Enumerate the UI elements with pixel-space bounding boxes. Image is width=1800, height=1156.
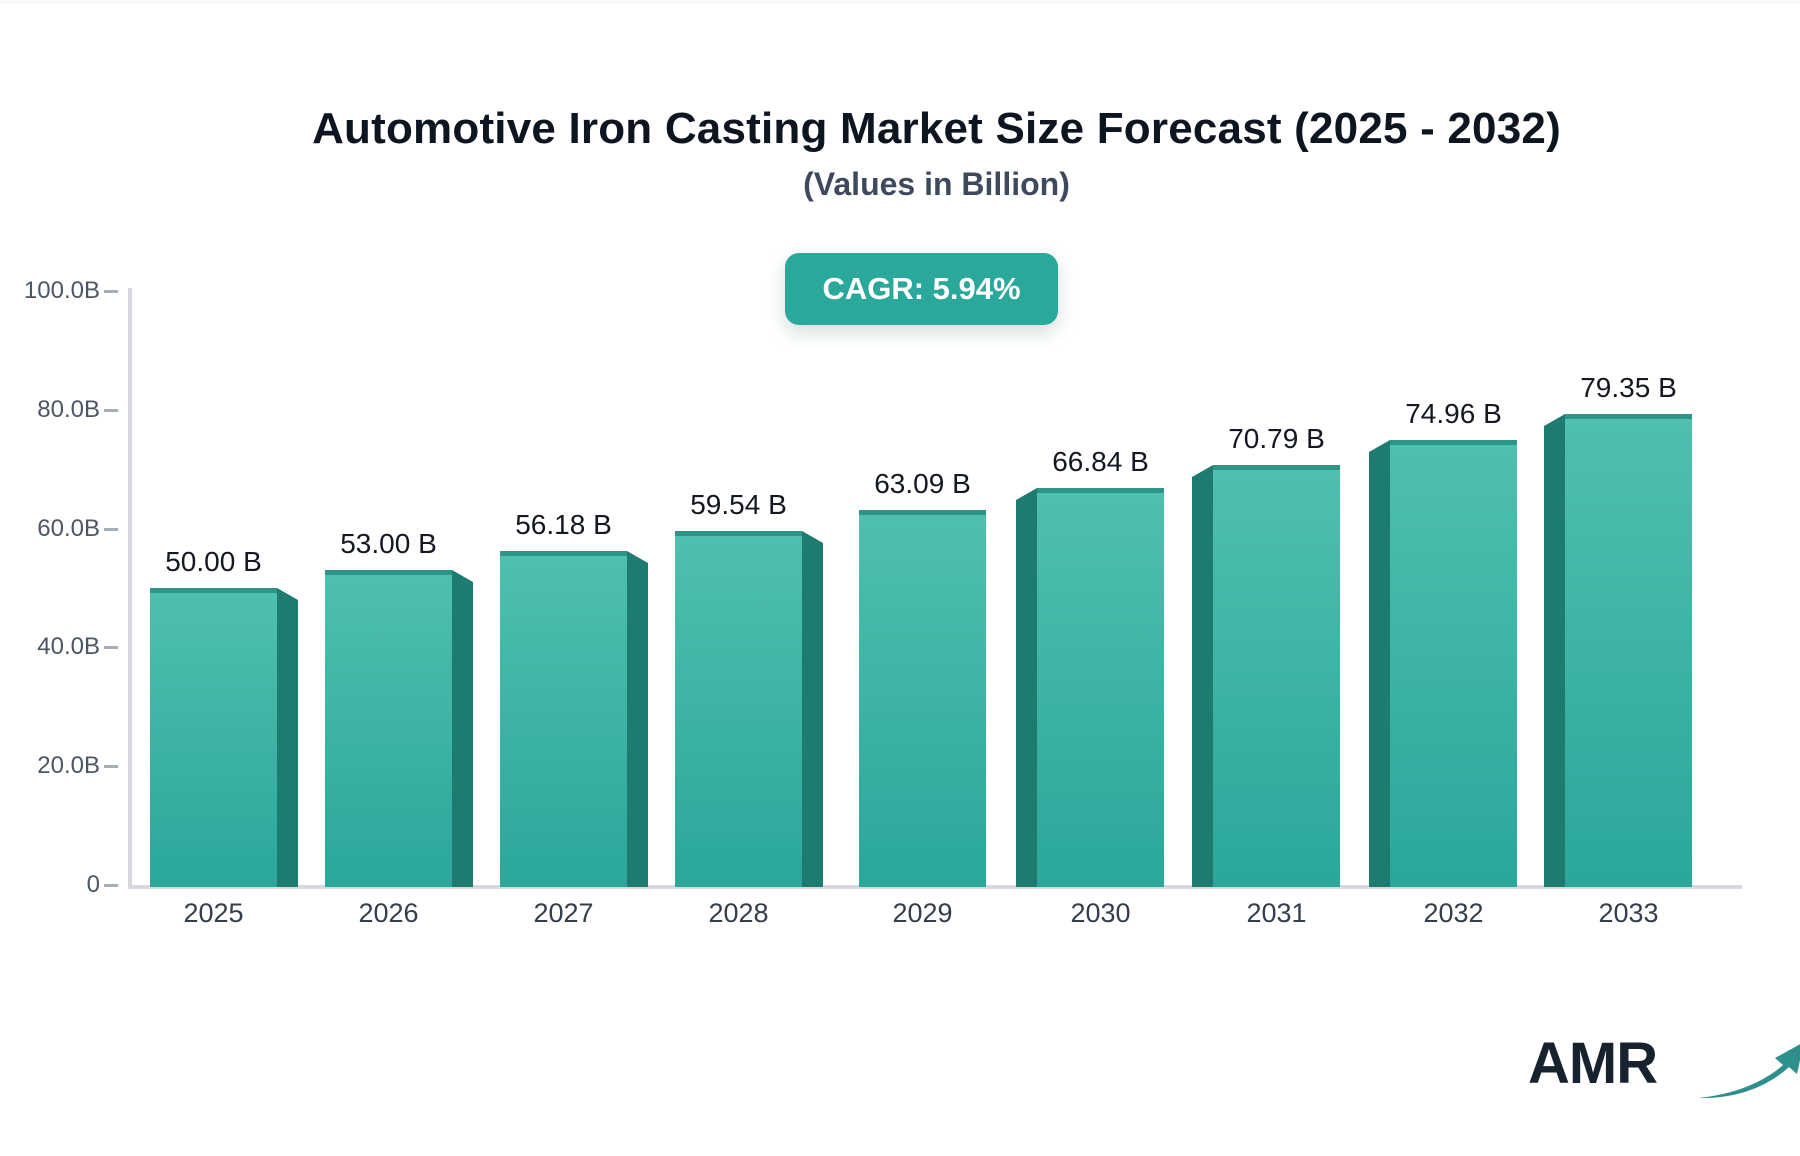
y-tick-label: 20.0B <box>37 752 100 780</box>
x-category-label: 2032 <box>1423 898 1484 928</box>
bar-value-label: 70.79 B <box>1228 423 1325 454</box>
y-tick-label: 100.0B <box>23 277 100 304</box>
y-tick-mark <box>104 884 118 887</box>
x-category-label: 2028 <box>708 898 769 928</box>
x-category-label: 2029 <box>892 898 953 928</box>
bar-value-label: 59.54 B <box>690 489 787 520</box>
bar-value-label: 53.00 B <box>340 528 437 559</box>
y-tick-label: 0 <box>86 871 100 898</box>
bar-2026 <box>325 570 452 887</box>
y-tick-mark <box>104 527 118 531</box>
chart-title: Automotive Iron Casting Market Size Fore… <box>312 104 1561 153</box>
bar-value-label: 66.84 B <box>1052 446 1149 477</box>
page-top-border <box>0 0 1800 4</box>
bar-3d-side <box>452 570 473 887</box>
amr-logo: AMR <box>1528 1030 1800 1110</box>
bar-2027 <box>500 551 627 887</box>
y-tick-label: 60.0B <box>37 514 100 542</box>
bar-2029 <box>859 510 986 887</box>
y-tick-mark <box>104 646 118 650</box>
x-category-label: 2030 <box>1070 898 1131 928</box>
bar-value-label: 79.35 B <box>1580 372 1677 403</box>
bar-3d-side <box>627 551 648 887</box>
x-category-label: 2027 <box>533 898 594 928</box>
bar-value-label: 63.09 B <box>874 468 971 499</box>
x-category-label: 2026 <box>358 898 419 928</box>
cagr-badge-label: CAGR: 5.94% <box>822 271 1021 306</box>
bar-2032 <box>1390 440 1517 887</box>
bar-2033 <box>1565 414 1692 887</box>
x-axis-line <box>128 885 1742 889</box>
bar-3d-side <box>1016 488 1037 887</box>
amr-logo-text: AMR <box>1528 1031 1658 1096</box>
bar-3d-side <box>1544 414 1565 887</box>
y-tick-mark <box>104 408 118 412</box>
y-tick-mark <box>104 290 118 293</box>
bar-value-label: 74.96 B <box>1405 398 1502 429</box>
y-tick-label: 40.0B <box>37 633 100 661</box>
bar-value-label: 50.00 B <box>165 546 262 577</box>
y-tick-mark <box>104 765 118 769</box>
amr-logo-arrow-icon <box>1698 1044 1800 1099</box>
y-tick-label: 80.0B <box>37 395 100 423</box>
bar-3d-side <box>277 588 298 887</box>
x-category-label: 2025 <box>183 898 244 928</box>
x-category-label: 2033 <box>1598 898 1659 928</box>
bar-3d-side <box>1192 465 1213 887</box>
bar-2025 <box>150 588 277 887</box>
x-category-label: 2031 <box>1246 898 1307 928</box>
bar-2028 <box>675 531 802 887</box>
chart-subtitle: (Values in Billion) <box>803 166 1070 202</box>
bar-3d-side <box>1369 440 1390 887</box>
bar-2031 <box>1213 465 1340 887</box>
bar-value-label: 56.18 B <box>515 509 612 540</box>
y-axis-line <box>128 288 132 889</box>
cagr-badge: CAGR: 5.94% <box>785 253 1058 325</box>
bar-3d-side <box>802 531 823 887</box>
bar-2030 <box>1037 488 1164 887</box>
